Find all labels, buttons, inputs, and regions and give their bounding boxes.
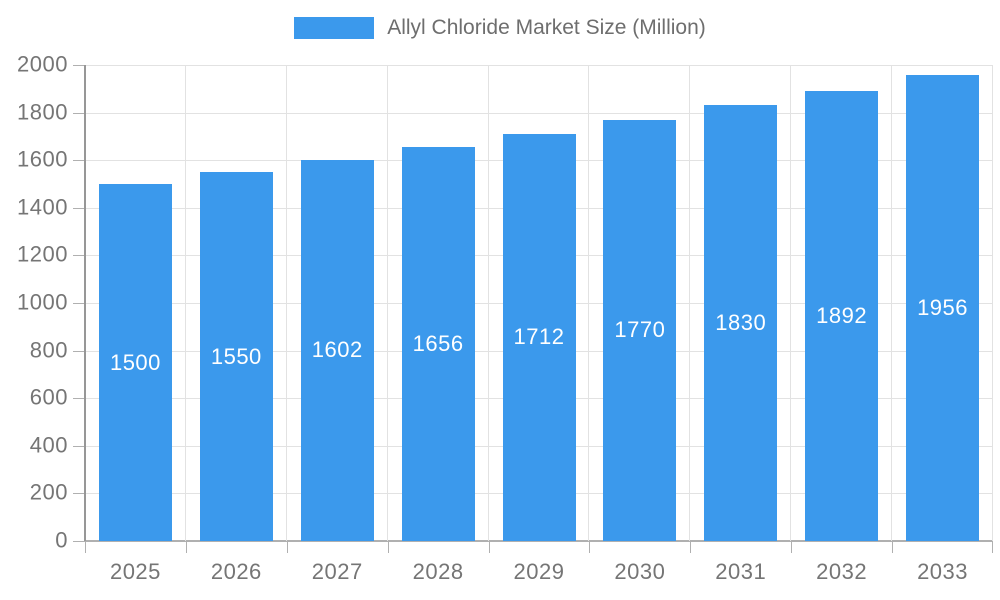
v-gridline xyxy=(487,65,489,541)
x-tick-mark xyxy=(690,541,692,553)
x-tick-mark xyxy=(488,541,490,553)
bar-value-label: 1830 xyxy=(715,310,767,336)
y-tick-label: 1400 xyxy=(17,194,68,220)
y-tick-mark xyxy=(73,303,85,304)
v-gridline xyxy=(386,65,388,541)
bar: 1892 xyxy=(805,90,879,541)
h-gridline xyxy=(85,112,993,114)
y-tick-mark xyxy=(73,398,85,400)
bar: 1830 xyxy=(704,105,778,541)
y-tick-mark xyxy=(73,541,85,542)
v-gridline xyxy=(588,65,590,541)
bar-value-label: 1602 xyxy=(311,337,363,363)
y-axis-line xyxy=(84,65,86,541)
x-tick-label: 2026 xyxy=(210,559,262,584)
v-gridline xyxy=(689,65,691,541)
y-tick-label: 0 xyxy=(55,527,68,553)
bar-value-label: 1550 xyxy=(210,343,262,369)
x-tick-label: 2025 xyxy=(109,559,161,584)
y-axis: 0 200 400 600 800 1000 1200 1400 1600 1800 2000 xyxy=(0,51,85,552)
y-tick-mark xyxy=(73,350,85,352)
y-tick-label: 600 xyxy=(29,384,68,410)
legend-label: Allyl Chloride Market Size (Million) xyxy=(387,16,706,39)
x-tick-mark xyxy=(992,541,993,553)
y-tick-mark xyxy=(73,255,85,257)
x-tick-label: 2031 xyxy=(715,559,767,584)
bar-value-label: 1712 xyxy=(513,324,565,350)
x-axis: 2025 2026 2027 2028 2029 2030 2031 2032 2033 xyxy=(85,541,993,600)
y-tick-mark xyxy=(73,493,85,495)
v-gridline xyxy=(184,65,186,541)
x-tick-label: 2033 xyxy=(917,559,969,584)
x-tick-mark xyxy=(791,541,793,553)
bar-value-label: 1500 xyxy=(109,349,161,375)
y-tick-mark xyxy=(73,65,85,66)
y-tick-mark xyxy=(73,445,85,447)
bar: 1500 xyxy=(98,184,172,541)
bar: 1770 xyxy=(603,119,677,541)
y-tick-label: 200 xyxy=(29,479,68,505)
bar: 1550 xyxy=(199,172,273,541)
legend-swatch xyxy=(294,17,375,39)
bar-value-label: 1656 xyxy=(412,330,464,356)
x-tick-label: 2028 xyxy=(412,559,464,584)
v-gridline xyxy=(891,65,893,541)
y-tick-label: 1200 xyxy=(17,241,68,267)
x-tick-label: 2032 xyxy=(816,559,868,584)
y-tick-mark xyxy=(73,160,85,162)
y-tick-mark xyxy=(73,207,85,209)
legend: Allyl Chloride Market Size (Million) xyxy=(0,16,1000,40)
y-tick-label: 1000 xyxy=(17,289,68,315)
x-tick-label: 2029 xyxy=(513,559,565,584)
h-gridline xyxy=(85,65,993,66)
y-tick-label: 400 xyxy=(29,432,68,458)
x-tick-mark xyxy=(286,541,288,553)
v-gridline xyxy=(790,65,792,541)
plot-area: 1500 1550 1602 1656 1712 1770 1830 1892 1956 xyxy=(84,65,993,542)
x-tick-label: 2030 xyxy=(614,559,666,584)
y-tick-label: 800 xyxy=(29,337,68,363)
x-tick-mark xyxy=(387,541,389,553)
bar: 1602 xyxy=(300,159,374,541)
bar-value-label: 1770 xyxy=(614,317,666,343)
bar: 1956 xyxy=(906,75,980,541)
bar: 1712 xyxy=(502,133,576,541)
bar: 1656 xyxy=(401,146,475,541)
bar-value-label: 1892 xyxy=(816,302,868,328)
bar-value-label: 1956 xyxy=(917,295,969,321)
y-tick-mark xyxy=(73,112,85,114)
x-tick-mark xyxy=(589,541,591,553)
x-axis-line xyxy=(85,540,993,542)
x-tick-label: 2027 xyxy=(311,559,363,584)
v-gridline xyxy=(285,65,287,541)
y-tick-label: 1800 xyxy=(17,99,68,125)
x-tick-mark xyxy=(892,541,894,553)
v-gridline xyxy=(992,65,993,541)
y-tick-label: 2000 xyxy=(17,51,68,77)
x-tick-mark xyxy=(185,541,187,553)
y-tick-label: 1600 xyxy=(17,146,68,172)
x-tick-mark xyxy=(85,541,86,553)
